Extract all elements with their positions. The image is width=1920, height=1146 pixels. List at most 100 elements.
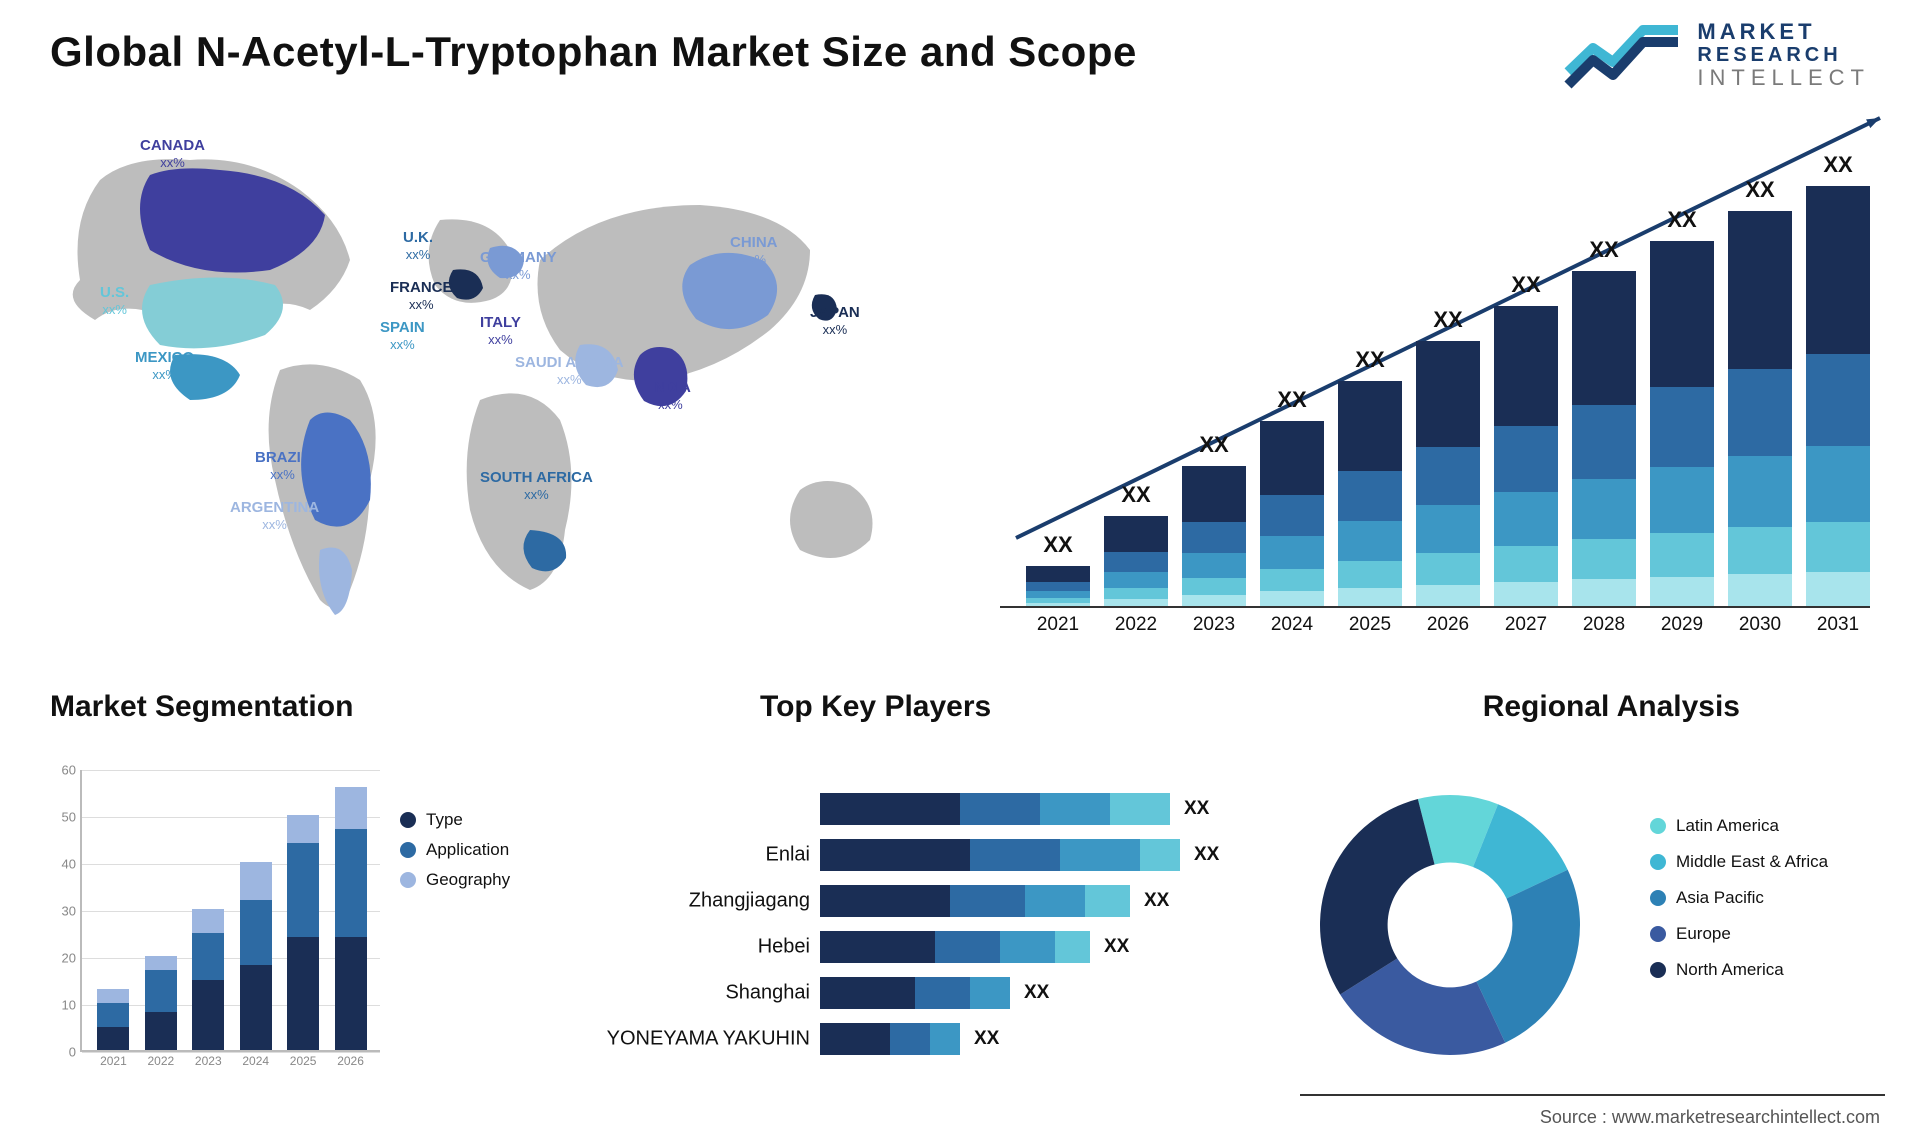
logo-line2: RESEARCH [1697,44,1870,66]
map-label-japan: JAPANxx% [810,305,860,338]
seg-ytick: 10 [62,998,82,1013]
map-label-china: CHINAxx% [730,235,778,268]
player-value: XX [1184,798,1209,820]
legend-item: Middle East & Africa [1650,852,1870,872]
logo-line1: MARKET [1697,20,1870,44]
growth-bar-label: XX [1806,152,1870,178]
player-name: Enlai [600,844,810,867]
growth-bar-label: XX [1104,482,1168,508]
growth-bar: XX [1416,341,1480,606]
seg-ytick: 20 [62,951,82,966]
player-row: YONEYAMA YAKUHINXX [620,1020,1280,1058]
growth-chart: XXXXXXXXXXXXXXXXXXXXXX 20212022202320242… [1000,120,1870,640]
player-name: Hebei [600,936,810,959]
player-value: XX [974,1028,999,1050]
growth-xtick: 2022 [1104,614,1168,636]
player-row: ZhangjiagangXX [620,882,1280,920]
growth-bar: XX [1338,381,1402,606]
seg-ytick: 0 [69,1045,82,1060]
player-bar [820,977,1010,1009]
seg-bar [335,787,367,1050]
growth-bar: XX [1494,306,1558,606]
seg-xtick: 2026 [335,1050,367,1068]
player-value: XX [1104,936,1129,958]
logo-mark-icon [1563,20,1683,90]
legend-item: Application [400,840,580,860]
player-name: Shanghai [600,982,810,1005]
footer-divider [1300,1094,1885,1096]
player-row: HebeiXX [620,928,1280,966]
seg-xtick: 2025 [287,1050,319,1068]
legend-item: Geography [400,870,580,890]
growth-bar-label: XX [1572,237,1636,263]
seg-bar [97,989,129,1050]
growth-bar: XX [1650,241,1714,606]
player-bar [820,1023,960,1055]
player-bar [820,793,1170,825]
segmentation-chart: 0102030405060202120222023202420252026 Ty… [40,740,580,1080]
growth-bar-label: XX [1728,177,1792,203]
growth-xtick: 2026 [1416,614,1480,636]
map-label-italy: ITALYxx% [480,315,521,348]
legend-item: Europe [1650,924,1870,944]
player-bar [820,885,1130,917]
seg-bar [287,815,319,1050]
growth-bar-label: XX [1416,307,1480,333]
player-value: XX [1194,844,1219,866]
growth-bar: XX [1182,466,1246,606]
player-row: XX [620,790,1280,828]
source-text: Source : www.marketresearchintellect.com [1540,1107,1880,1128]
seg-ytick: 40 [62,857,82,872]
map-label-u-k-: U.K.xx% [403,230,433,263]
players-chart: XXEnlaiXXZhangjiagangXXHebeiXXShanghaiXX… [620,740,1280,1080]
regional-chart: Latin America Middle East & Africa Asia Pa… [1310,740,1870,1080]
growth-xtick: 2030 [1728,614,1792,636]
legend-item: Latin America [1650,816,1870,836]
player-name: YONEYAMA YAKUHIN [600,1028,810,1051]
page-title: Global N-Acetyl-L-Tryptophan Market Size… [50,28,1137,76]
growth-xtick: 2021 [1026,614,1090,636]
growth-xtick: 2025 [1338,614,1402,636]
seg-bar [192,909,224,1050]
growth-bar: XX [1728,211,1792,606]
growth-bar: XX [1260,421,1324,606]
legend-item: Type [400,810,580,830]
growth-bar: XX [1806,186,1870,606]
seg-bar [240,862,272,1050]
segmentation-title: Market Segmentation [50,690,353,724]
player-row: ShanghaiXX [620,974,1280,1012]
map-label-spain: SPAINxx% [380,320,425,353]
legend-item: Asia Pacific [1650,888,1870,908]
map-label-germany: GERMANYxx% [480,250,557,283]
map-label-argentina: ARGENTINAxx% [230,500,319,533]
regional-title: Regional Analysis [1483,690,1740,724]
legend-item: North America [1650,960,1870,980]
seg-xtick: 2022 [145,1050,177,1068]
growth-bar-label: XX [1338,347,1402,373]
brand-logo: MARKET RESEARCH INTELLECT [1563,20,1870,90]
donut-slice [1320,799,1435,994]
growth-bar-label: XX [1650,207,1714,233]
seg-ytick: 50 [62,810,82,825]
map-label-mexico: MEXICOxx% [135,350,194,383]
player-bar [820,839,1180,871]
logo-line3: INTELLECT [1697,66,1870,90]
growth-bar-label: XX [1260,387,1324,413]
world-map: CANADAxx%U.S.xx%MEXICOxx%BRAZILxx%ARGENT… [40,120,940,650]
seg-bar [145,956,177,1050]
map-label-france: FRANCExx% [390,280,453,313]
growth-bar: XX [1026,566,1090,606]
seg-ytick: 60 [62,763,82,778]
seg-xtick: 2023 [192,1050,224,1068]
map-label-india: INDIAxx% [650,380,691,413]
growth-xtick: 2024 [1260,614,1324,636]
growth-bar-label: XX [1182,432,1246,458]
map-label-south-africa: SOUTH AFRICAxx% [480,470,593,503]
players-title: Top Key Players [760,690,991,724]
growth-bar: XX [1104,516,1168,606]
growth-bar-label: XX [1026,532,1090,558]
seg-xtick: 2021 [97,1050,129,1068]
map-label-saudi-arabia: SAUDI ARABIAxx% [515,355,624,388]
seg-xtick: 2024 [240,1050,272,1068]
growth-xtick: 2023 [1182,614,1246,636]
